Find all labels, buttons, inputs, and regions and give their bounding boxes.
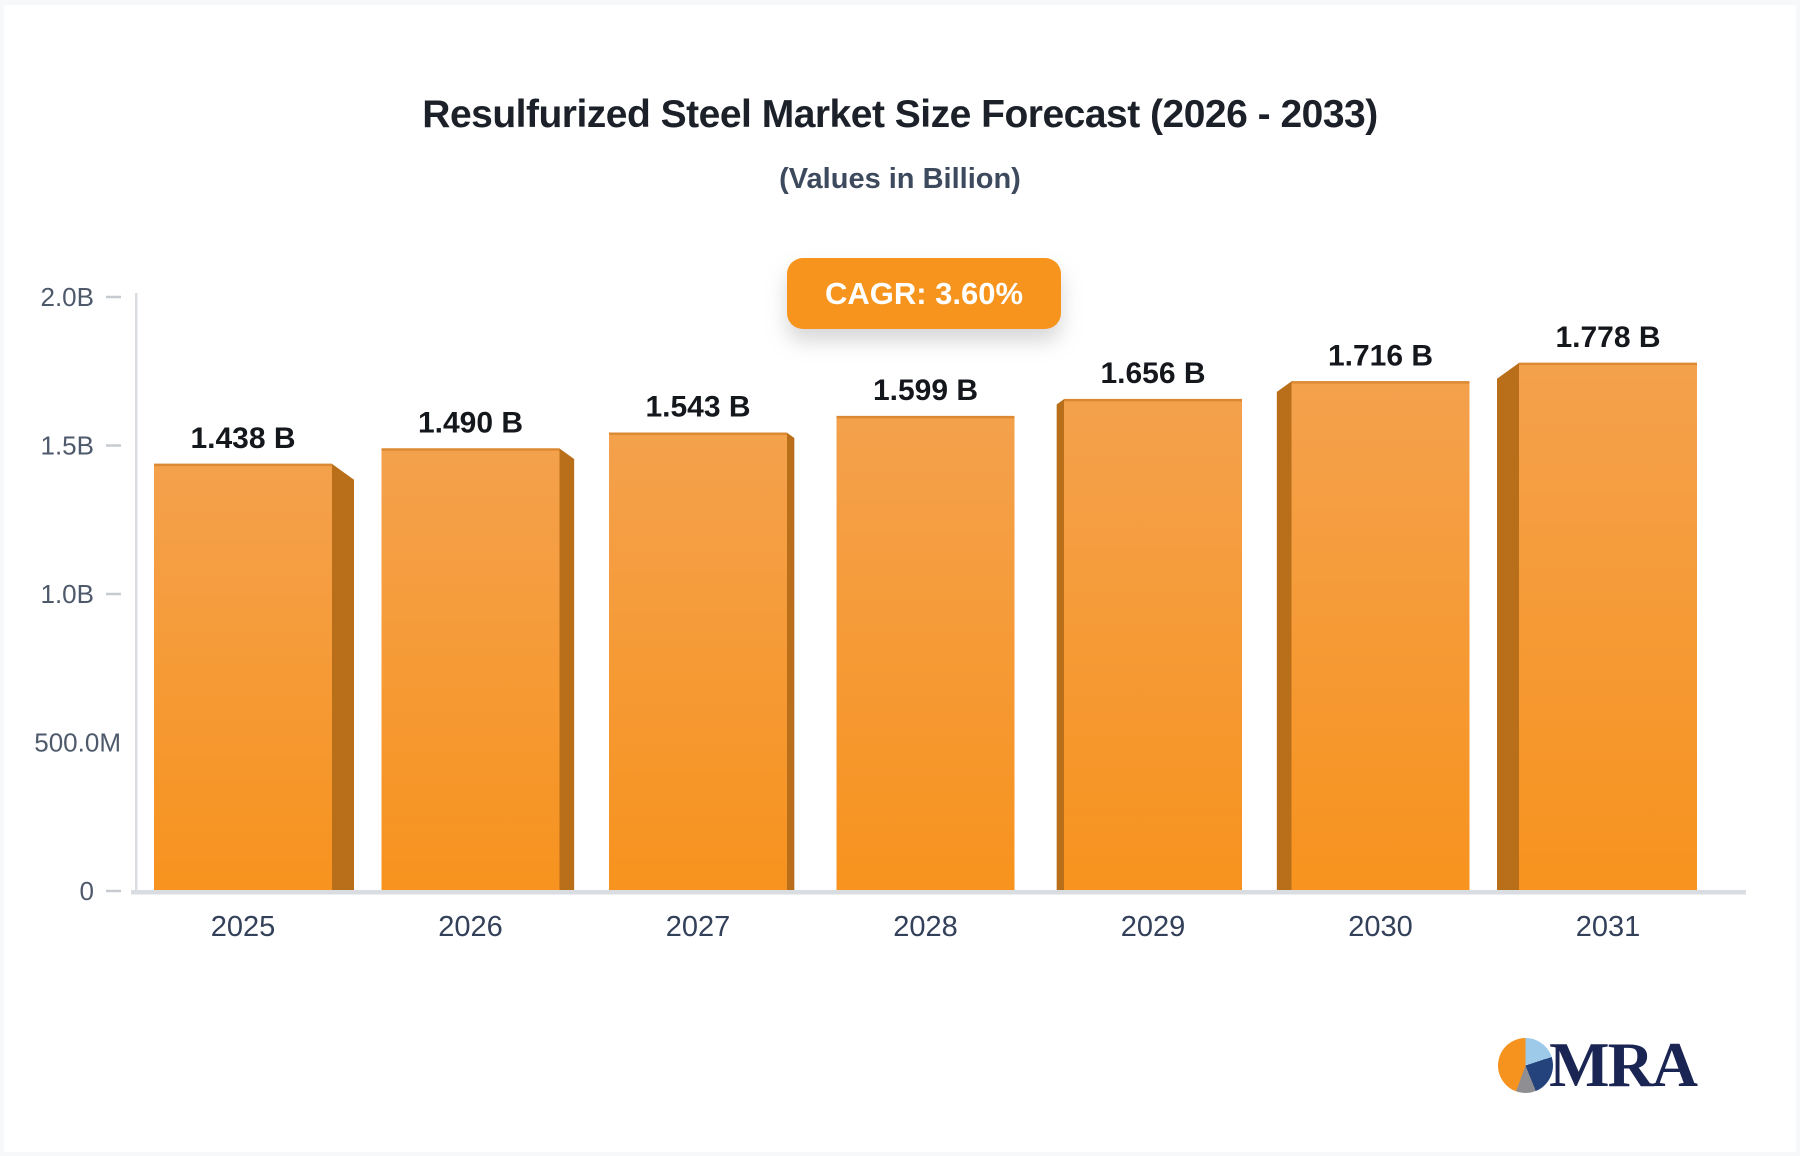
- value-label-2031: 1.778 B: [1555, 321, 1660, 354]
- y-tick-label-1.5B: 1.5B: [41, 431, 95, 461]
- bar-2031: [1519, 362, 1697, 892]
- bar-2029: [1064, 399, 1242, 891]
- x-tick-label-2027: 2027: [666, 911, 731, 943]
- bar-2030: [1291, 381, 1470, 891]
- x-tick-label-2026: 2026: [438, 911, 503, 943]
- y-tick-dash-2.0B: [106, 295, 121, 299]
- x-tick-label-2031: 2031: [1576, 911, 1641, 943]
- plot-area: 1.438 B 2025 1.490 B 2026 1.543 B 2027 1.599 B…: [4, 5, 1800, 1152]
- x-axis-line: [131, 890, 1746, 895]
- chart-card: 1.438 B 2025 1.490 B 2026 1.543 B 2027 1.599 B…: [4, 5, 1796, 1152]
- bar-side-2031: [1497, 362, 1519, 892]
- chart-title: Resulfurized Steel Market Size Forecast …: [422, 93, 1378, 136]
- y-tick-dash-1.5B: [106, 444, 121, 447]
- x-tick-label-2028: 2028: [893, 911, 958, 943]
- y-tick-label-2.0B: 2.0B: [41, 282, 95, 312]
- chart-subtitle: (Values in Billion): [779, 163, 1021, 195]
- bar-2025: [154, 463, 332, 891]
- bar-side-2025: [332, 463, 354, 891]
- value-label-2027: 1.543 B: [645, 391, 750, 424]
- y-tick-label-0: 0: [80, 876, 94, 906]
- bar-2026: [381, 448, 560, 891]
- bar-side-2027: [787, 432, 795, 891]
- pie-chart-logo-icon: [1498, 1037, 1554, 1093]
- x-tick-label-2029: 2029: [1121, 911, 1186, 943]
- cagr-badge: CAGR: 3.60%: [787, 258, 1061, 329]
- value-label-2028: 1.599 B: [873, 374, 978, 407]
- value-label-2026: 1.490 B: [418, 406, 523, 439]
- x-tick-label-2025: 2025: [211, 911, 276, 943]
- value-label-2030: 1.716 B: [1328, 339, 1433, 372]
- y-tick-label-500.0M: 500.0M: [34, 728, 121, 758]
- cagr-badge-label: CAGR: 3.60%: [824, 275, 1024, 311]
- mra-logo: MRA: [1498, 1029, 1698, 1100]
- y-tick-label-1.0B: 1.0B: [41, 579, 95, 609]
- bar-chart: 1.438 B 2025 1.490 B 2026 1.543 B 2027 1.599 B…: [34, 282, 1746, 943]
- value-label-2029: 1.656 B: [1100, 357, 1205, 390]
- bar-2027: [609, 432, 787, 891]
- value-label-2025: 1.438 B: [190, 422, 295, 455]
- mra-logo-text: MRA: [1549, 1029, 1698, 1100]
- bar-side-2030: [1276, 381, 1292, 891]
- x-tick-label-2030: 2030: [1348, 911, 1413, 943]
- y-tick-dash-0: [106, 889, 121, 893]
- y-tick-dash-1.0B: [106, 592, 121, 596]
- bar-2028: [836, 416, 1015, 891]
- bar-side-2029: [1056, 399, 1064, 891]
- y-axis-line: [135, 293, 138, 893]
- bar-side-2026: [559, 448, 575, 891]
